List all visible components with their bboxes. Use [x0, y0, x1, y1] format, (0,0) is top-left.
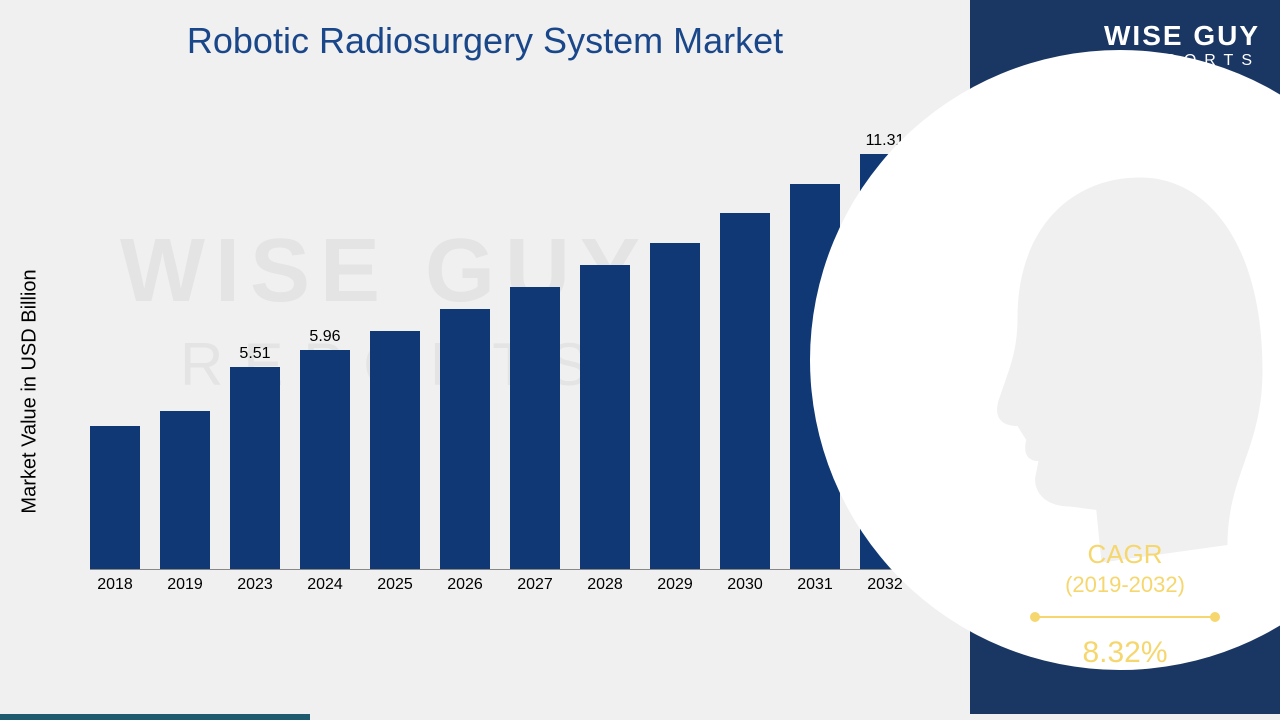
bar	[160, 411, 210, 569]
bottom-accent-bar	[0, 714, 310, 720]
bar-x-label: 2031	[790, 576, 840, 594]
bar-wrapper: 2019	[160, 411, 210, 569]
bar-x-label: 2024	[300, 576, 350, 594]
cagr-label: CAGR	[970, 539, 1280, 570]
bar	[650, 243, 700, 569]
cagr-block: CAGR (2019-2032) 8.32%	[970, 539, 1280, 670]
bar-value-label: 5.96	[300, 328, 350, 346]
logo: WISE GUY REPORTS	[1104, 20, 1260, 70]
bar-x-label: 2028	[580, 576, 630, 594]
bar	[230, 367, 280, 569]
bar-wrapper: 5.512023	[230, 367, 280, 569]
bar-x-label: 2029	[650, 576, 700, 594]
bar-x-label: 2018	[90, 576, 140, 594]
bar-wrapper: 2027	[510, 287, 560, 569]
bar-wrapper: 2025	[370, 331, 420, 569]
bar	[510, 287, 560, 569]
bar-wrapper: 2026	[440, 309, 490, 569]
bar-x-label: 2027	[510, 576, 560, 594]
bar-wrapper: 2029	[650, 243, 700, 569]
bar-wrapper: 2030	[720, 213, 770, 569]
bar-x-label: 2023	[230, 576, 280, 594]
bar-x-label: 2030	[720, 576, 770, 594]
y-axis-label: Market Value in USD Billion	[19, 269, 42, 513]
cagr-period: (2019-2032)	[970, 572, 1280, 598]
bar-wrapper: 2028	[580, 265, 630, 569]
bar	[370, 331, 420, 569]
bar	[90, 426, 140, 569]
bar	[580, 265, 630, 569]
bar-value-label: 5.51	[230, 345, 280, 363]
logo-main-text: WISE GUY	[1104, 20, 1260, 52]
logo-sub-text: REPORTS	[1104, 52, 1260, 70]
bar-chart: Market Value in USD Billion 201820195.51…	[40, 130, 940, 630]
cagr-value: 8.32%	[970, 636, 1280, 670]
bar	[440, 309, 490, 569]
bar-x-label: 2019	[160, 576, 210, 594]
page-title: Robotic Radiosurgery System Market	[0, 20, 970, 62]
bar-wrapper: 2018	[90, 426, 140, 569]
cagr-divider	[1035, 616, 1215, 618]
bar-x-label: 2025	[370, 576, 420, 594]
bars-area: 2018 2019 5.512023 5.962024 2025 2026 2027 2028…	[90, 130, 930, 570]
bar-wrapper: 5.962024	[300, 350, 350, 569]
bar	[720, 213, 770, 569]
bar-x-label: 2026	[440, 576, 490, 594]
bar	[300, 350, 350, 569]
head-silhouette-icon	[960, 160, 1280, 580]
